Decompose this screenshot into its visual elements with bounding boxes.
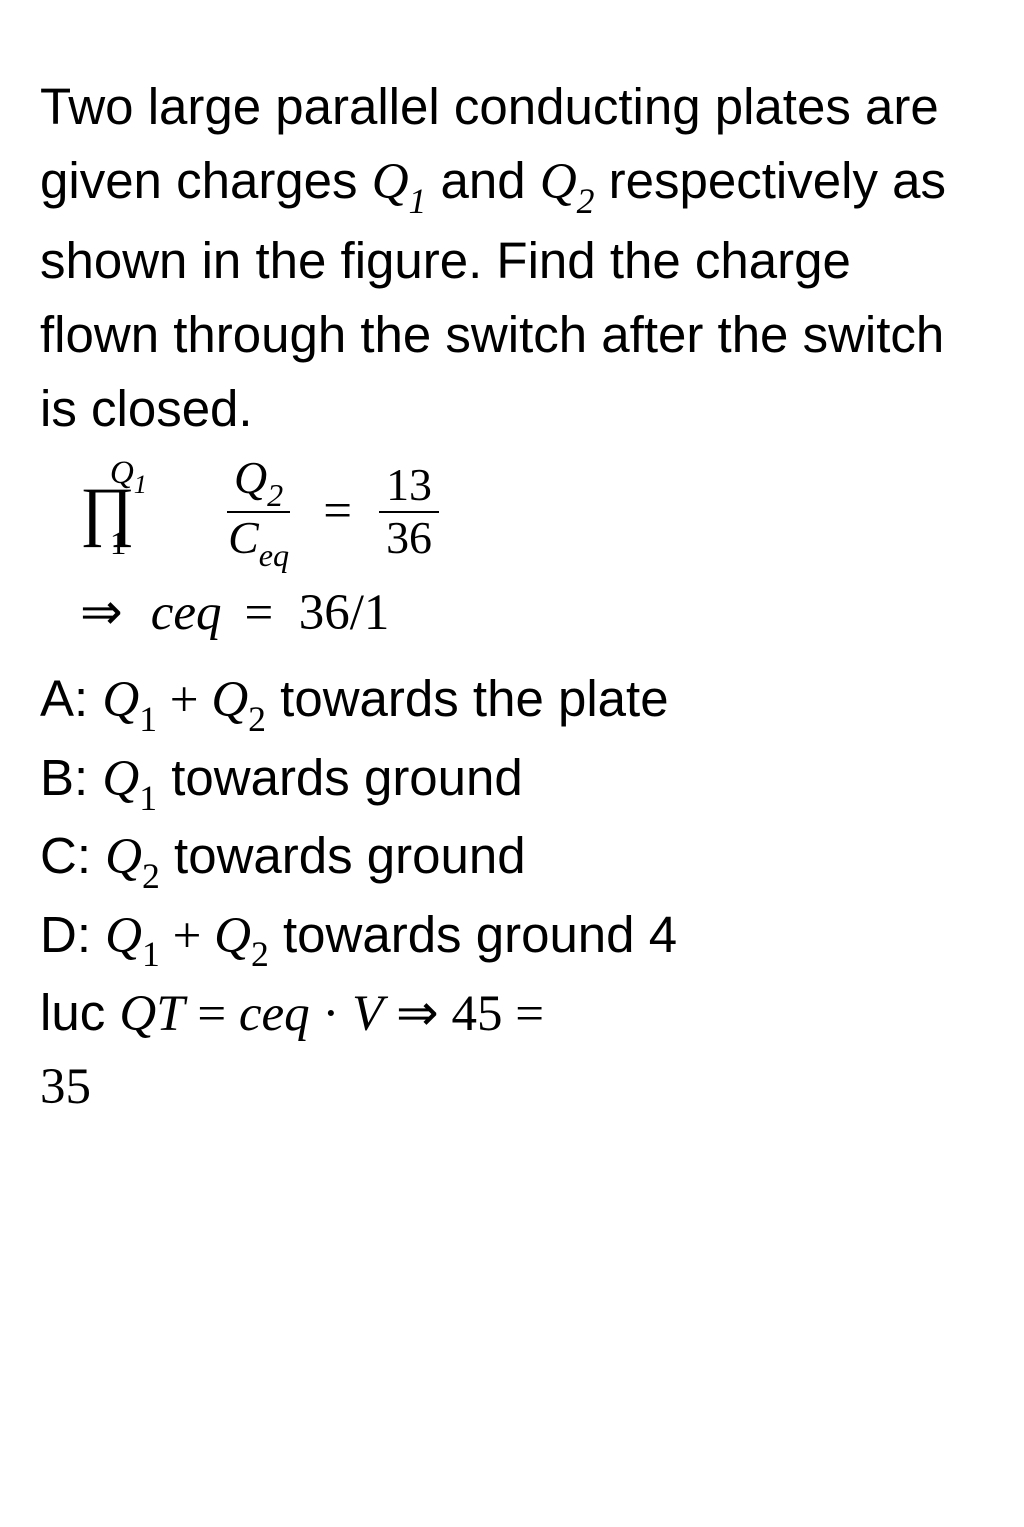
frac-num-2: 13: [379, 461, 439, 512]
option-b: B: Q1 towards ground: [40, 744, 984, 818]
num-35: 35: [40, 1059, 91, 1115]
arrow-2: ⇒: [383, 986, 451, 1042]
option-b-label: B:: [40, 749, 88, 806]
option-c-text: towards ground: [174, 827, 526, 884]
problem-statement: Two large parallel conducting plates are…: [40, 70, 984, 446]
frac-den: Ceq: [221, 513, 296, 570]
ceq-var-2: ceq: [239, 986, 310, 1042]
fraction-13-36: 13 36: [379, 461, 439, 561]
option-c-label: C:: [40, 827, 91, 884]
option-a-text: towards the plate: [280, 670, 668, 727]
document-root: Two large parallel conducting plates are…: [40, 70, 984, 1122]
option-d-label: D:: [40, 906, 91, 963]
product-lower: 1: [110, 520, 127, 568]
dot-op: ·: [310, 986, 352, 1042]
option-b-text: towards ground: [171, 749, 523, 806]
var-q1: Q1: [372, 154, 427, 210]
equals-sign: =: [323, 475, 352, 549]
math-line-2: ⇒ ceq = 36/1: [80, 577, 984, 651]
math-line-1: ∏ Q1 1 Q2 Ceq = 13 36: [80, 454, 984, 570]
frac-num: Q2: [227, 454, 290, 513]
option-c-math: Q2: [105, 829, 160, 885]
tail-line-2: 35: [40, 1053, 984, 1122]
num-45: 45: [452, 986, 503, 1042]
equals-sign-2: =: [245, 585, 274, 641]
var-q2: Q2: [540, 154, 595, 210]
option-a: A: Q1 + Q2 towards the plate: [40, 665, 984, 739]
problem-text-2: and: [426, 152, 539, 209]
option-d-text: towards ground 4: [283, 906, 677, 963]
eq-3: =: [185, 986, 239, 1042]
v-var: V: [352, 986, 383, 1042]
product-upper: Q1: [110, 449, 147, 501]
ceq-var: ceq: [151, 585, 222, 641]
product-symbol: ∏ Q1 1: [80, 464, 135, 560]
tail-line-1: luc QT = ceq · V ⇒ 45 =: [40, 979, 984, 1049]
frac-den-2: 36: [379, 513, 439, 562]
option-b-math: Q1: [102, 751, 157, 807]
rhs-val: 36/1: [299, 585, 390, 641]
option-a-label: A:: [40, 670, 88, 727]
option-a-math: Q1 + Q2: [102, 672, 266, 728]
luc-text: luc: [40, 984, 119, 1041]
option-c: C: Q2 towards ground: [40, 822, 984, 896]
implies-arrow: ⇒: [80, 585, 123, 641]
option-d-math: Q1 + Q2: [105, 908, 269, 964]
fraction-q2-ceq: Q2 Ceq: [221, 454, 296, 570]
qt-var: QT: [119, 986, 184, 1042]
eq-4: =: [503, 986, 545, 1042]
option-d: D: Q1 + Q2 towards ground 4: [40, 901, 984, 975]
